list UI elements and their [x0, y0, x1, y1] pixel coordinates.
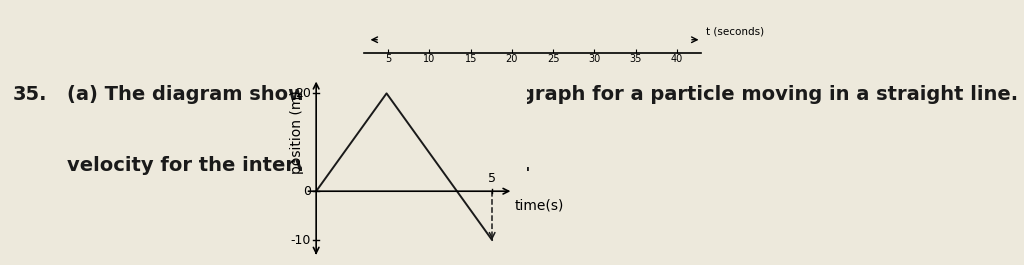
Text: t (seconds): t (seconds) [706, 26, 764, 37]
Text: position (m): position (m) [290, 91, 304, 174]
Text: time(s): time(s) [515, 198, 564, 213]
Text: (a) The diagram shows the position-time graph for a particle moving in a straigh: (a) The diagram shows the position-time … [67, 85, 1024, 104]
Text: 20: 20 [295, 87, 311, 100]
Text: velocity for the interval from t = 0 to t = 5.: velocity for the interval from t = 0 to … [67, 156, 530, 175]
Text: 0: 0 [303, 185, 311, 198]
Text: -10: -10 [291, 234, 311, 247]
Text: 5: 5 [488, 172, 497, 185]
Text: 35.: 35. [12, 85, 47, 104]
